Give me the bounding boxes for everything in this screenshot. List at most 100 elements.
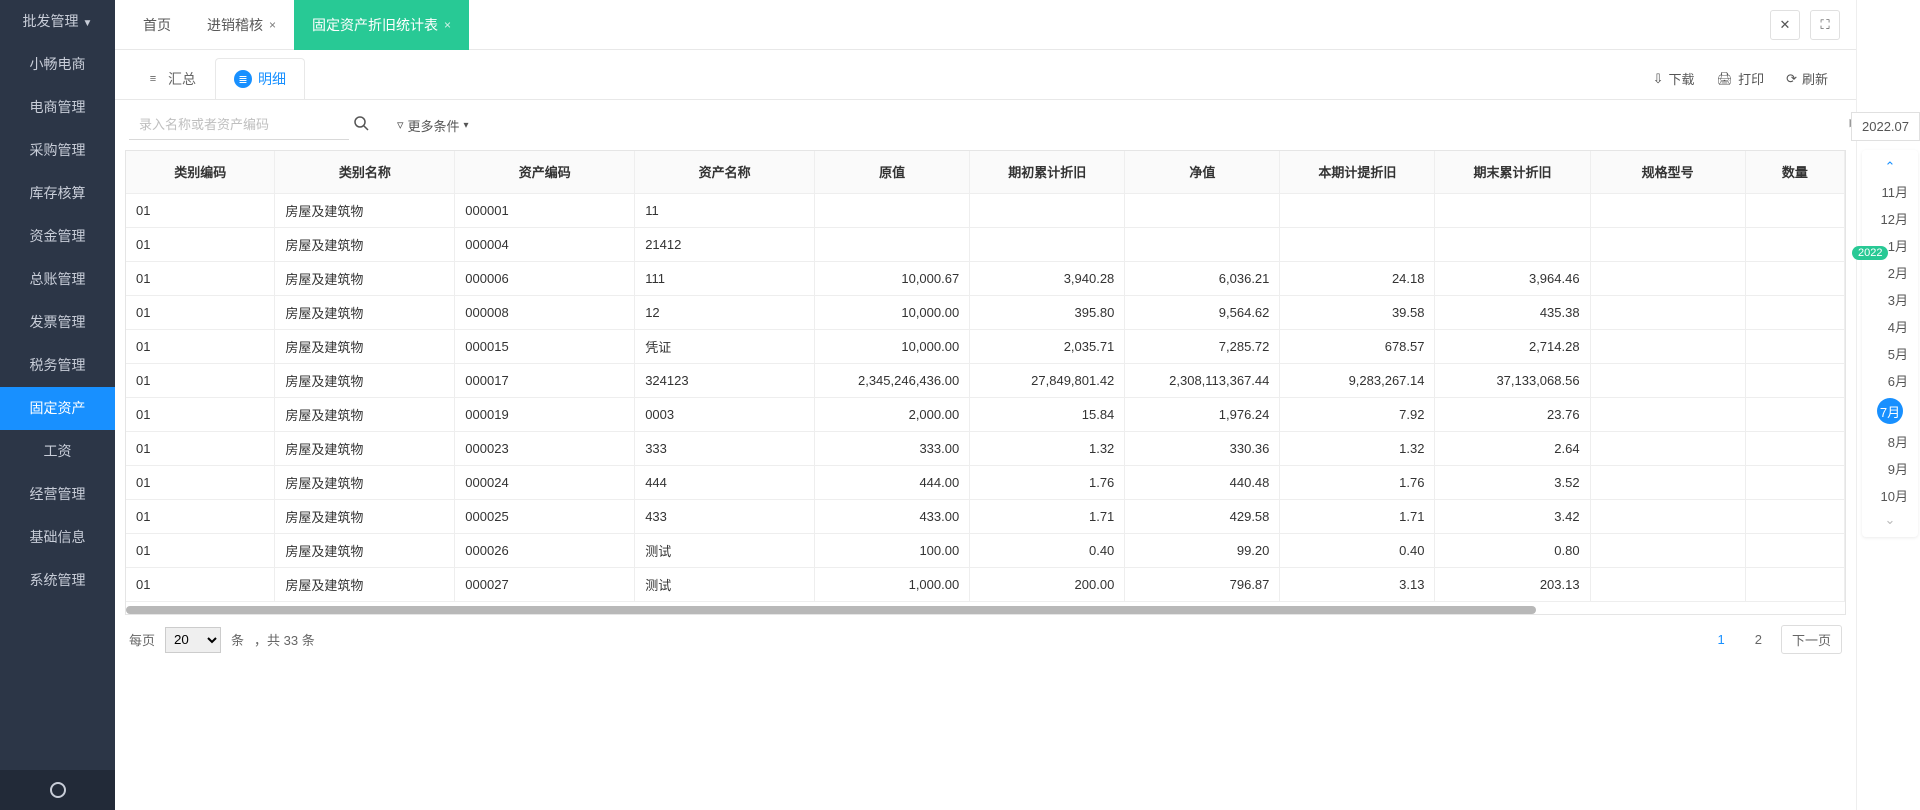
print-button[interactable]: 🖨 打印 <box>1717 69 1765 88</box>
column-header[interactable]: 规格型号 <box>1590 151 1745 193</box>
table-cell: 333.00 <box>815 431 970 465</box>
tab[interactable]: 进销稽核× <box>189 0 294 50</box>
table-row[interactable]: 01房屋及建筑物00000611110,000.673,940.286,036.… <box>126 261 1845 295</box>
fullscreen-button[interactable]: ⛶ <box>1810 10 1840 40</box>
close-button[interactable]: ✕ <box>1770 10 1800 40</box>
sidebar-item[interactable]: 发票管理 <box>0 301 115 344</box>
column-header[interactable]: 净值 <box>1125 151 1280 193</box>
table-cell <box>1745 363 1844 397</box>
sidebar-item[interactable]: 经营管理 <box>0 473 115 516</box>
table-row[interactable]: 01房屋及建筑物00001900032,000.0015.841,976.247… <box>126 397 1845 431</box>
column-header[interactable]: 类别编码 <box>126 151 275 193</box>
table-cell <box>970 227 1125 261</box>
table-cell: 11 <box>635 193 815 227</box>
table-row[interactable]: 01房屋及建筑物000025433433.001.71429.581.713.4… <box>126 499 1845 533</box>
table: 类别编码类别名称资产编码资产名称原值期初累计折旧净值本期计提折旧期末累计折旧规格… <box>125 150 1846 615</box>
month-item[interactable]: 10月 <box>1862 482 1918 509</box>
table-row[interactable]: 01房屋及建筑物00000421412 <box>126 227 1845 261</box>
month-item[interactable]: 2月 <box>1862 259 1918 286</box>
scroll-down-icon[interactable]: ⌄ <box>1862 509 1918 531</box>
per-page-select[interactable]: 20 <box>165 627 221 653</box>
table-cell: 0003 <box>635 397 815 431</box>
tab[interactable]: 固定资产折旧统计表× <box>294 0 469 50</box>
column-header[interactable]: 原值 <box>815 151 970 193</box>
table-row[interactable]: 01房屋及建筑物000024444444.001.76440.481.763.5… <box>126 465 1845 499</box>
sidebar-item[interactable]: 采购管理 <box>0 129 115 172</box>
month-item[interactable]: 11月 <box>1862 178 1918 205</box>
scroll-up-icon[interactable]: ⌃ <box>1862 156 1918 178</box>
month-item[interactable]: 7月 <box>1862 394 1918 428</box>
table-cell <box>1590 431 1745 465</box>
table-row[interactable]: 01房屋及建筑物000023333333.001.32330.361.322.6… <box>126 431 1845 465</box>
month-item[interactable]: 8月 <box>1862 428 1918 455</box>
month-item[interactable]: 3月 <box>1862 286 1918 313</box>
sidebar-item[interactable]: 税务管理 <box>0 344 115 387</box>
sidebar-item[interactable]: 批发管理▼ <box>0 0 115 43</box>
column-header[interactable]: 数量 <box>1745 151 1844 193</box>
month-item[interactable]: 12月 <box>1862 205 1918 232</box>
table-row[interactable]: 01房屋及建筑物000027测试1,000.00200.00796.873.13… <box>126 567 1845 601</box>
sidebar-settings[interactable] <box>0 770 115 810</box>
action-label: 刷新 <box>1802 69 1828 88</box>
sidebar-item[interactable]: 电商管理 <box>0 86 115 129</box>
table-cell: 23.76 <box>1435 397 1590 431</box>
search-icon[interactable] <box>353 115 369 136</box>
tabbar: 首页进销稽核×固定资产折旧统计表× ✕ ⛶ <box>115 0 1856 50</box>
table-cell <box>1280 193 1435 227</box>
month-item[interactable]: 1月 <box>1862 232 1918 259</box>
month-item[interactable]: 5月 <box>1862 340 1918 367</box>
close-icon[interactable]: × <box>444 18 451 32</box>
column-header[interactable]: 期初累计折旧 <box>970 151 1125 193</box>
table-cell: 房屋及建筑物 <box>275 227 455 261</box>
subtab-label: 汇总 <box>168 69 196 89</box>
column-header[interactable]: 资产名称 <box>635 151 815 193</box>
table-row[interactable]: 01房屋及建筑物0000081210,000.00395.809,564.623… <box>126 295 1845 329</box>
horizontal-scrollbar[interactable] <box>126 606 1536 614</box>
action-label: 打印 <box>1738 69 1764 88</box>
month-item[interactable]: 9月 <box>1862 455 1918 482</box>
tab[interactable]: 首页 <box>125 0 189 50</box>
table-cell: 6,036.21 <box>1125 261 1280 295</box>
table-row[interactable]: 01房屋及建筑物000026测试100.000.4099.200.400.80 <box>126 533 1845 567</box>
sidebar-item[interactable]: 资金管理 <box>0 215 115 258</box>
column-header[interactable]: 期末累计折旧 <box>1435 151 1590 193</box>
column-header[interactable]: 类别名称 <box>275 151 455 193</box>
current-period[interactable]: 2022.07 <box>1851 112 1920 141</box>
download-button[interactable]: ⇩ 下载 <box>1653 69 1695 88</box>
more-conditions[interactable]: ▿ 更多条件 ▾ <box>397 116 469 135</box>
search-input[interactable] <box>129 110 349 140</box>
download-icon: ⇩ <box>1653 71 1664 87</box>
refresh-button[interactable]: ⟳ 刷新 <box>1786 69 1828 88</box>
table-cell <box>1745 193 1844 227</box>
sidebar-item[interactable]: 基础信息 <box>0 516 115 559</box>
table-cell: 01 <box>126 261 275 295</box>
sidebar-item[interactable]: 小畅电商 <box>0 43 115 86</box>
sidebar-item[interactable]: 固定资产 <box>0 387 115 430</box>
table-cell: 37,133,068.56 <box>1435 363 1590 397</box>
table-cell: 房屋及建筑物 <box>275 329 455 363</box>
pager: 每页 20 条 ，共 33 条 12下一页 <box>115 615 1856 664</box>
table-cell: 0.80 <box>1435 533 1590 567</box>
table-cell: 433 <box>635 499 815 533</box>
table-row[interactable]: 01房屋及建筑物0000173241232,345,246,436.0027,8… <box>126 363 1845 397</box>
sidebar-item[interactable]: 工资 <box>0 430 115 473</box>
month-item[interactable]: 6月 <box>1862 367 1918 394</box>
subtab-detail[interactable]: ≣ 明细 <box>215 58 305 99</box>
month-item[interactable]: 4月 <box>1862 313 1918 340</box>
table-cell: 1.32 <box>970 431 1125 465</box>
table-row[interactable]: 01房屋及建筑物000015凭证10,000.002,035.717,285.7… <box>126 329 1845 363</box>
column-header[interactable]: 本期计提折旧 <box>1280 151 1435 193</box>
next-page-button[interactable]: 下一页 <box>1781 625 1842 654</box>
table-cell: 000004 <box>455 227 635 261</box>
column-header[interactable]: 资产编码 <box>455 151 635 193</box>
close-icon[interactable]: × <box>269 18 276 32</box>
subtab-summary[interactable]: ≡ 汇总 <box>125 58 215 99</box>
table-row[interactable]: 01房屋及建筑物00000111 <box>126 193 1845 227</box>
table-cell: 房屋及建筑物 <box>275 431 455 465</box>
page-number[interactable]: 1 <box>1707 627 1736 652</box>
sidebar-item[interactable]: 总账管理 <box>0 258 115 301</box>
table-cell: 15.84 <box>970 397 1125 431</box>
page-number[interactable]: 2 <box>1744 627 1773 652</box>
sidebar-item[interactable]: 库存核算 <box>0 172 115 215</box>
sidebar-item[interactable]: 系统管理 <box>0 559 115 602</box>
